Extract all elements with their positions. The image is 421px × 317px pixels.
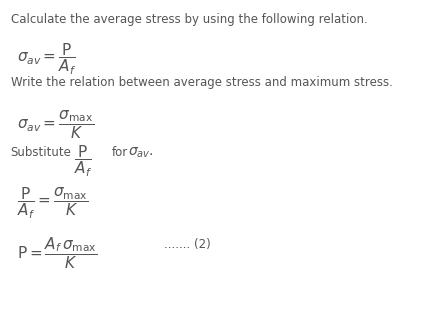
Text: $\dfrac{\mathrm{P}}{A_f}$: $\dfrac{\mathrm{P}}{A_f}$ — [74, 143, 92, 179]
Text: Calculate the average stress by using the following relation.: Calculate the average stress by using th… — [11, 13, 367, 26]
Text: Substitute: Substitute — [11, 146, 72, 159]
Text: for: for — [112, 146, 128, 159]
Text: ....... (2): ....... (2) — [164, 238, 211, 251]
Text: $\sigma_{av}$.: $\sigma_{av}$. — [128, 146, 154, 160]
Text: $\dfrac{\mathrm{P}}{A_f} = \dfrac{\sigma_{\mathrm{max}}}{K}$: $\dfrac{\mathrm{P}}{A_f} = \dfrac{\sigma… — [17, 185, 88, 221]
Text: Write the relation between average stress and maximum stress.: Write the relation between average stres… — [11, 76, 392, 89]
Text: $\mathrm{P} = \dfrac{A_f\,\sigma_{\mathrm{max}}}{K}$: $\mathrm{P} = \dfrac{A_f\,\sigma_{\mathr… — [17, 235, 97, 271]
Text: $\sigma_{av} = \dfrac{\mathrm{P}}{A_f}$: $\sigma_{av} = \dfrac{\mathrm{P}}{A_f}$ — [17, 41, 76, 77]
Text: $\sigma_{av} = \dfrac{\sigma_{\mathrm{max}}}{K}$: $\sigma_{av} = \dfrac{\sigma_{\mathrm{ma… — [17, 108, 94, 141]
